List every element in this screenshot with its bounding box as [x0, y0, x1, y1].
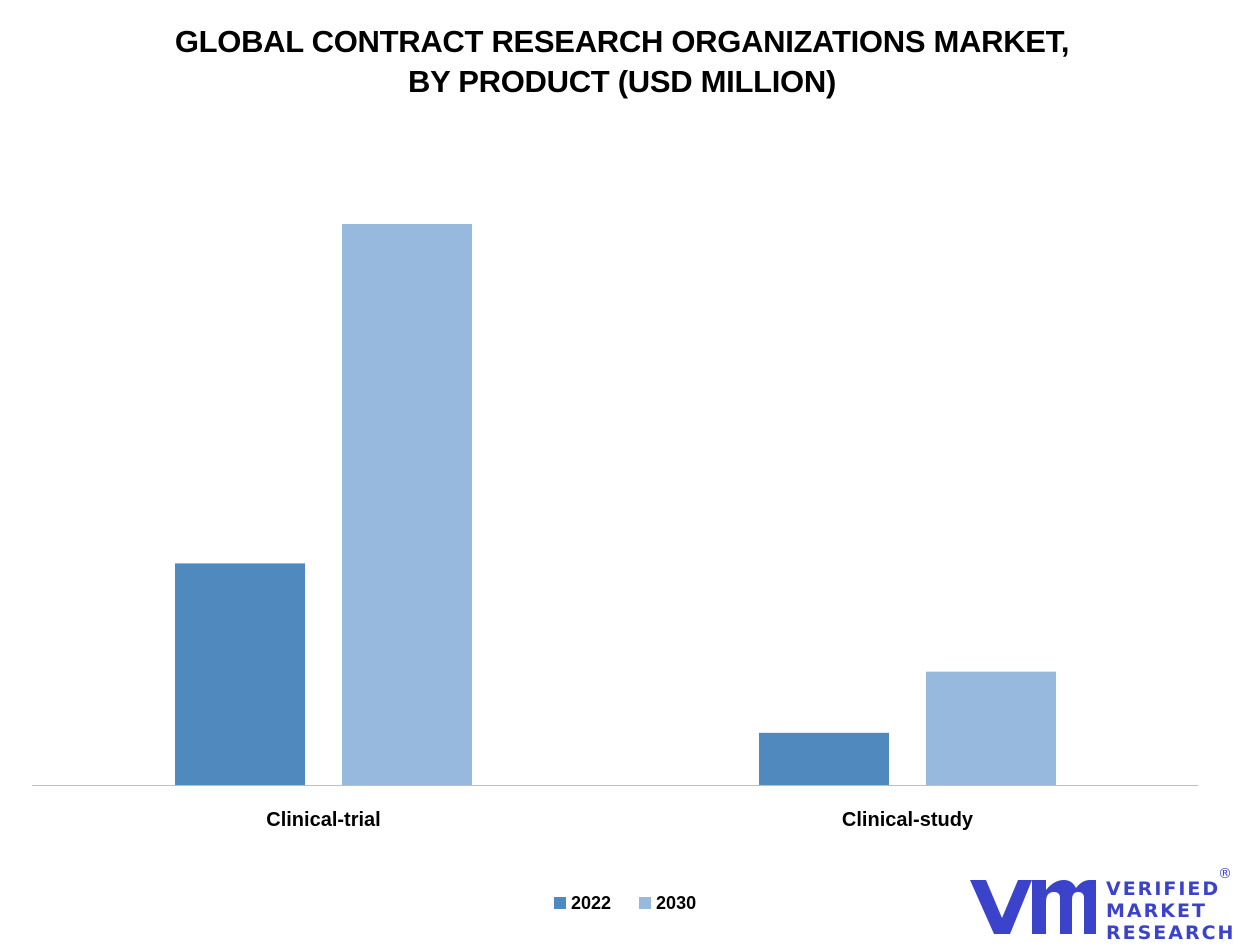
- bar-clinical-trial-2030: [342, 224, 472, 785]
- brand-logo: VERIFIED MARKET RESEARCH ®: [966, 866, 1236, 944]
- bars-group: [175, 224, 1056, 785]
- legend-label-2030: 2030: [656, 893, 697, 913]
- registered-mark: ®: [1218, 866, 1232, 882]
- legend-swatch-2030: [639, 897, 652, 909]
- brand-wordmark: VERIFIED MARKET RESEARCH: [1106, 878, 1235, 944]
- bar-clinical-trial-2022: [175, 563, 305, 785]
- chart-title-line-2: BY PRODUCT (USD MILLION): [408, 64, 836, 99]
- chart-title: GLOBAL CONTRACT RESEARCH ORGANIZATIONS M…: [0, 22, 1244, 102]
- x-tick-labels: Clinical-trial Clinical-study: [266, 809, 974, 831]
- bar-clinical-study-2030: [926, 671, 1056, 785]
- x-tick-label-clinical-trial: Clinical-trial: [266, 809, 380, 831]
- legend-item-2022: 2022: [554, 892, 611, 914]
- brand-line-1: VERIFIED: [1106, 878, 1221, 900]
- chart-title-line-1: GLOBAL CONTRACT RESEARCH ORGANIZATIONS M…: [174, 24, 1070, 59]
- legend: 2022 2030: [554, 892, 724, 914]
- legend-item-2030: 2030: [639, 892, 696, 914]
- vmr-logo-mark: [970, 880, 1096, 934]
- legend-swatch-2022: [554, 897, 566, 909]
- brand-line-2: MARKET: [1106, 900, 1207, 922]
- bar-clinical-study-2022: [759, 732, 889, 785]
- x-tick-label-clinical-study: Clinical-study: [842, 809, 974, 831]
- legend-label-2022: 2022: [571, 893, 612, 913]
- brand-line-3: RESEARCH: [1106, 922, 1236, 944]
